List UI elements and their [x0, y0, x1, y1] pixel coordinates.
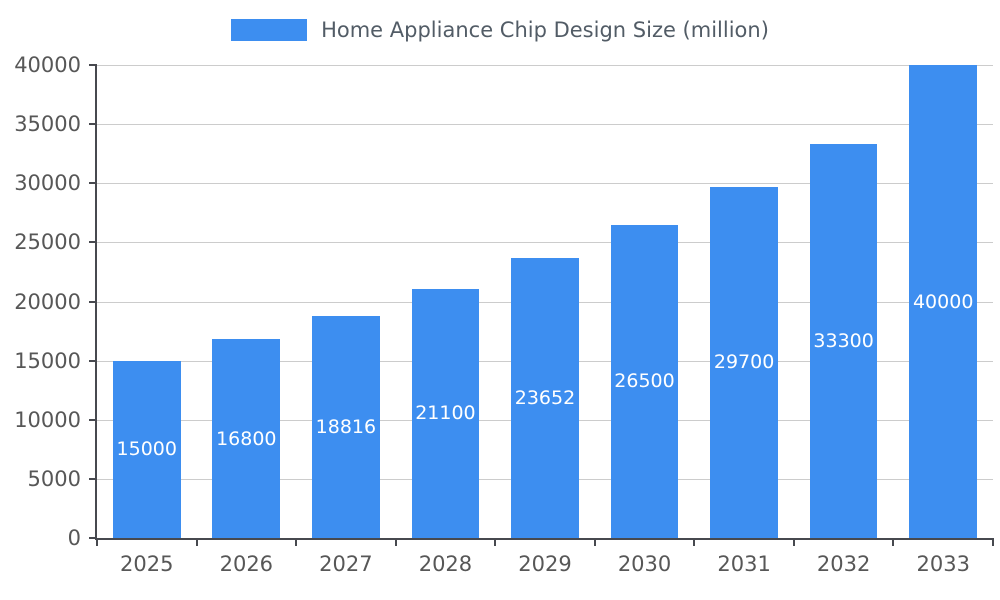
y-axis-tick-label: 40000: [14, 53, 81, 77]
x-axis-tick-label: 2029: [518, 552, 572, 576]
x-axis-tick-label: 2025: [120, 552, 174, 576]
chart-legend[interactable]: Home Appliance Chip Design Size (million…: [0, 16, 1000, 44]
x-axis-tick-mark: [892, 538, 895, 546]
x-axis-tick-mark: [394, 538, 397, 546]
x-axis-tick-label: 2033: [916, 552, 970, 576]
bar-value-label: 33300: [813, 330, 874, 353]
bar-value-label: 16800: [216, 427, 277, 450]
bar-value-label: 29700: [713, 351, 775, 374]
y-axis-tick-mark: [89, 123, 97, 126]
gridline: [97, 65, 993, 66]
gridline: [97, 183, 993, 185]
bar: 29700: [710, 186, 778, 538]
bar: 18816: [312, 315, 380, 538]
gridline: [97, 124, 993, 126]
y-axis-tick-label: 35000: [14, 112, 81, 137]
y-axis-tick-mark: [89, 418, 97, 421]
bar-slot: 26500: [595, 65, 695, 538]
y-axis-tick-label: 30000: [14, 171, 81, 196]
plot-area: 0 5000 10000 15000 20000 25000 30000 35000 40000…: [14, 53, 994, 576]
x-axis-tick-mark: [792, 538, 795, 546]
x-axis-tick-label: 2030: [617, 552, 672, 576]
bar-slot: 16800: [197, 65, 297, 538]
bar: 16800: [212, 339, 281, 538]
legend-swatch-icon: [231, 19, 308, 41]
bar-slot: 18816: [296, 65, 396, 538]
y-axis-tick-label: 20000: [14, 289, 81, 314]
bar-value-label: 15000: [116, 438, 177, 461]
bar-value-label: 26500: [614, 370, 675, 393]
x-axis-tick-mark: [295, 538, 298, 546]
y-axis-tick-mark: [89, 300, 97, 303]
y-axis-tick-label: 15000: [14, 348, 81, 373]
bar: 15000: [112, 360, 181, 538]
y-axis-tick-mark: [89, 64, 97, 66]
bar-slot: 23652: [495, 65, 595, 538]
bar-value-label: 23652: [514, 387, 576, 410]
bar-value-label: 18816: [315, 415, 377, 438]
x-axis-tick-mark: [195, 538, 198, 546]
y-axis-tick-label: 5000: [27, 466, 81, 491]
bar: 40000: [909, 65, 978, 538]
x-axis-tick-label: 2027: [319, 552, 373, 576]
bar: 26500: [610, 224, 679, 538]
y-axis-tick-label: 25000: [14, 230, 81, 255]
y-axis-tick-mark: [89, 537, 97, 539]
x-axis-tick-label: 2026: [219, 552, 274, 576]
x-axis-tick-mark: [992, 538, 994, 546]
bar-slot: 33300: [794, 65, 894, 538]
y-axis-tick-mark: [89, 477, 97, 480]
x-axis-tick-mark: [593, 538, 596, 546]
gridline: [97, 242, 993, 244]
x-axis-tick-label: 2031: [717, 552, 771, 576]
x-axis-tick-mark: [693, 538, 696, 546]
bar-value-label: 21100: [415, 402, 476, 425]
bar: 23652: [511, 258, 579, 538]
y-axis-tick-mark: [89, 359, 97, 362]
y-axis-tick-label: 10000: [14, 407, 81, 432]
bar: 21100: [411, 288, 480, 538]
bar: 33300: [809, 144, 878, 538]
bar-value-label: 40000: [912, 290, 974, 313]
y-axis-tick-mark: [89, 182, 97, 185]
y-axis-tick-mark: [89, 241, 97, 244]
y-axis-tick-label: 0: [67, 526, 81, 550]
bar-slot: 29700: [694, 65, 794, 538]
x-axis-tick-mark: [494, 538, 497, 546]
x-axis-tick-mark: [96, 538, 98, 546]
bar-slot: 15000: [97, 65, 197, 538]
x-axis-tick-label: 2028: [418, 552, 473, 576]
legend-label: Home Appliance Chip Design Size (million…: [321, 18, 769, 42]
bar-slot: 21100: [396, 65, 496, 538]
bar-slot: 40000: [893, 65, 993, 538]
x-axis-tick-label: 2032: [816, 552, 871, 576]
